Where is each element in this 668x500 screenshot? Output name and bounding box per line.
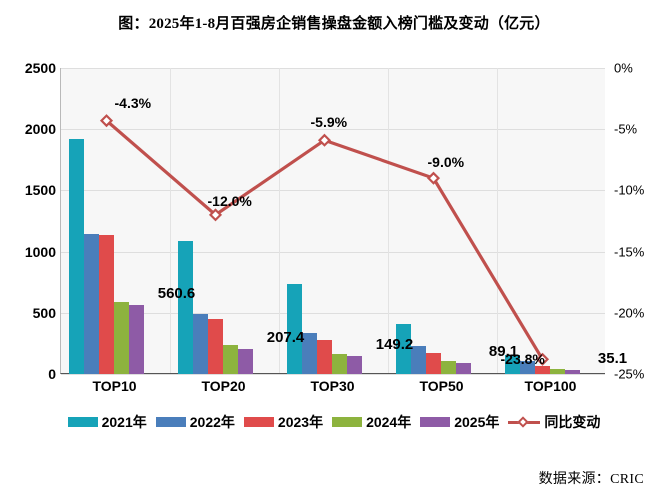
bar-2025年-TOP100 [565, 369, 580, 374]
gridline [61, 251, 605, 253]
legend-item-2021年[interactable]: 2021年 [67, 412, 147, 432]
legend-swatch-icon [155, 417, 186, 427]
x-axis-tick: TOP20 [201, 378, 246, 394]
chart-title: 图：2025年1-8月百强房企销售操盘金额入榜门槛及变动（亿元） [118, 16, 550, 32]
bar-2022年-TOP10 [84, 234, 99, 374]
bar-value-label: 149.2 [375, 335, 414, 353]
trend-line-value-label: -5.9% [310, 114, 348, 131]
bar-2024年-TOP10 [114, 302, 129, 374]
y-axis-left-tick: 1000 [24, 243, 56, 260]
bar-value-label: 207.4 [266, 328, 305, 346]
legend-swatch-icon [332, 417, 363, 427]
bar-value-label: 35.1 [597, 349, 628, 367]
bar-2023年-TOP30 [317, 340, 332, 374]
legend-line-marker-icon [508, 416, 541, 428]
bar-2021年-TOP20 [178, 240, 193, 374]
trend-line-value-label: -9.0% [427, 154, 465, 171]
legend-swatch-icon [243, 417, 274, 427]
bar-2025年-TOP30 [347, 355, 362, 374]
y-axis-left-tick: 2500 [24, 60, 56, 76]
legend-label: 2024年 [366, 414, 412, 430]
bar-2022年-TOP20 [193, 314, 208, 374]
gridline [61, 190, 605, 192]
legend-item-2024年[interactable]: 2024年 [332, 412, 411, 432]
y-axis-right-tick: -20% [614, 305, 645, 321]
bar-value-label: 560.6 [157, 285, 196, 303]
y-axis-right-tick: -25% [614, 366, 645, 382]
bar-2025年-TOP20 [238, 348, 253, 374]
bar-2021年-TOP10 [69, 138, 84, 374]
legend-label: 2023年 [277, 414, 324, 430]
y-axis-left-tick: 500 [32, 304, 56, 321]
legend-swatch-icon [67, 417, 98, 427]
y-axis-right-tick: -15% [614, 244, 645, 260]
legend-item-2025年[interactable]: 2025年 [420, 412, 499, 432]
bar-2024年-TOP100 [550, 368, 565, 374]
trend-line-value-label: -4.3% [114, 94, 152, 111]
y-axis-left-tick: 1500 [24, 182, 56, 199]
x-axis-tick: TOP50 [419, 378, 464, 394]
bar-2025年-TOP50 [456, 363, 471, 374]
x-axis-tick: TOP100 [524, 378, 577, 394]
y-axis-right-tick: -5% [614, 121, 638, 137]
bar-value-label: 89.1 [488, 343, 519, 361]
bar-2023年-TOP50 [426, 353, 441, 374]
bar-2023年-TOP100 [535, 366, 550, 374]
y-axis-right-tick: 0% [614, 60, 633, 76]
vertical-gridline [279, 68, 280, 373]
legend-item-2023年[interactable]: 2023年 [243, 412, 324, 432]
legend-item-同比变动[interactable]: 同比变动 [508, 412, 600, 432]
chart-legend: 2021年 2022年 2023年 2024年 2025年 同比变动 [0, 412, 668, 432]
gridline [61, 374, 605, 375]
vertical-gridline [497, 68, 498, 373]
legend-label: 2022年 [189, 414, 235, 430]
source-note: 数据来源：CRIC [538, 472, 644, 487]
bar-2023年-TOP20 [208, 318, 223, 374]
bar-2025年-TOP10 [129, 305, 144, 374]
y-axis-left-tick: 2000 [24, 121, 56, 138]
trend-line-value-label: -23.8% [500, 351, 545, 368]
bar-2024年-TOP20 [223, 345, 238, 374]
legend-swatch-icon [420, 417, 451, 427]
bar-2024年-TOP30 [332, 354, 347, 374]
y-axis-left-tick: 0 [48, 366, 56, 382]
x-axis-tick: TOP10 [92, 378, 137, 394]
vertical-gridline [170, 68, 171, 373]
bar-2024年-TOP50 [441, 361, 456, 374]
x-axis-tick: TOP30 [310, 378, 355, 394]
legend-item-2022年[interactable]: 2022年 [155, 412, 235, 432]
trend-line-value-label: -12.0% [207, 192, 252, 209]
y-axis-right-tick: -10% [614, 182, 645, 198]
gridline [61, 68, 605, 69]
legend-label: 同比变动 [544, 414, 601, 430]
legend-label: 2021年 [101, 414, 147, 430]
bar-2022年-TOP100 [520, 361, 535, 374]
legend-label: 2025年 [454, 414, 500, 430]
vertical-gridline [388, 68, 389, 373]
bar-2023年-TOP10 [99, 235, 114, 374]
